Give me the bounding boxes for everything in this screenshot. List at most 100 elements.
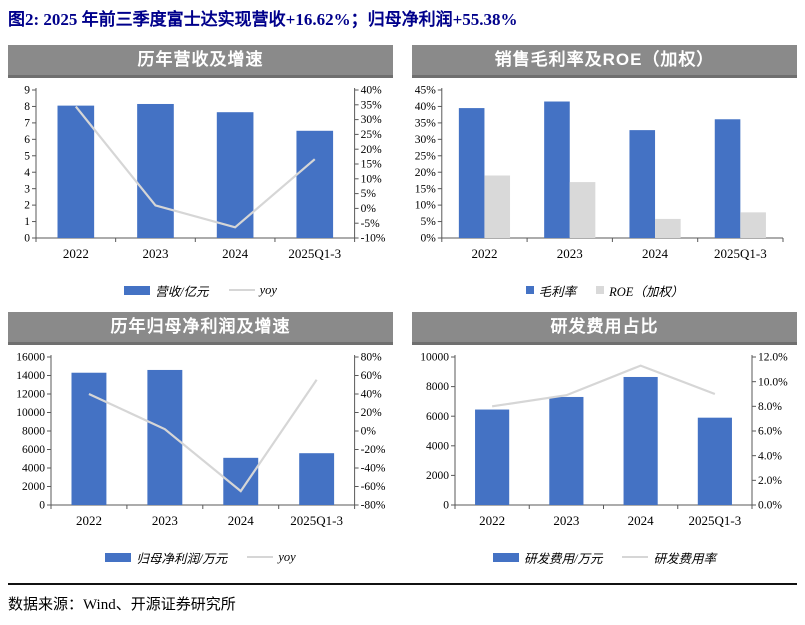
left-tick-label: 8 [24, 101, 30, 113]
left-tick-label: 1 [24, 216, 30, 228]
legend-bar-swatch [596, 286, 605, 294]
left-tick-label: 12000 [16, 389, 45, 401]
left-tick-label: 0 [39, 500, 45, 512]
right-tick-label: 0% [361, 203, 377, 215]
legend-line-swatch [622, 556, 649, 558]
left-tick-label: 35% [415, 117, 437, 129]
category-label: 2023 [142, 246, 168, 261]
left-tick-label: 4000 [22, 463, 45, 475]
right-tick-label: 10% [361, 173, 383, 185]
bar [475, 409, 510, 505]
category-label: 2022 [76, 513, 102, 528]
legend-bar-swatch [493, 552, 519, 562]
right-tick-label: 2.0% [758, 475, 782, 487]
left-tick-label: 0 [24, 233, 30, 245]
legend-item: ROE（加权） [596, 281, 683, 300]
right-tick-label: -80% [361, 500, 386, 512]
left-tick-label: 14000 [16, 370, 45, 382]
right-tick-label: 60% [361, 370, 383, 382]
bar [714, 119, 741, 238]
legend-label: 研发费用/万元 [524, 551, 603, 566]
figure-title: 图2: 2025 年前三季度富士达实现营收+16.62%；归母净利润+55.38… [8, 10, 518, 29]
trend-line [491, 364, 716, 408]
right-tick-label: 40% [361, 85, 383, 97]
legend-bar-swatch [525, 286, 534, 294]
left-tick-label: 40% [415, 101, 437, 113]
category-label: 2023 [557, 246, 583, 261]
left-tick-label: 9 [24, 85, 30, 97]
left-tick-label: 2 [24, 200, 30, 212]
left-tick-label: 16000 [16, 352, 45, 364]
legend-item: 归母净利润/万元 [105, 548, 227, 567]
category-label: 2024 [228, 513, 255, 528]
category-label: 2025Q1-3 [288, 246, 341, 261]
right-tick-label: 10.0% [758, 376, 788, 388]
bar [147, 369, 183, 505]
chart-grid: 历年营收及增速 0 1 2 3 4 5 6 7 8 9 -10% -5% 0% 5% 10% 15% 20% 25… [8, 45, 797, 567]
bar [549, 396, 584, 505]
left-tick-label: 0 [443, 500, 449, 512]
bar [740, 212, 766, 238]
left-tick-label: 2000 [22, 481, 45, 493]
right-tick-label: 12.0% [758, 352, 788, 364]
category-label: 2022 [471, 246, 497, 261]
legend-label: 研发费用率 [653, 551, 716, 566]
right-tick-label: -60% [361, 481, 386, 493]
legend-item: 研发费用/万元 [493, 548, 602, 567]
legend-label: 归母净利润/万元 [136, 551, 228, 566]
right-tick-label: 20% [361, 407, 383, 419]
legend-label: 毛利率 [538, 284, 577, 299]
data-source: 数据来源：Wind、开源证券研究所 [8, 583, 797, 614]
left-tick-label: 10000 [420, 352, 449, 364]
category-label: 2024 [642, 246, 669, 261]
panel-title-margin-roe: 销售毛利率及ROE（加权） [412, 45, 797, 78]
right-tick-label: 30% [361, 114, 383, 126]
right-tick-label: 8.0% [758, 401, 782, 413]
category-label: 2022 [63, 246, 89, 261]
right-tick-label: -5% [361, 218, 381, 230]
category-label: 2022 [479, 513, 505, 528]
left-tick-label: 15% [415, 183, 437, 195]
margin-roe-chart: 0% 5% 10% 15% 20% 25% 30% 35% 40% 45% 2022 2023 2024… [415, 85, 784, 261]
rd-expense-chart-legend: 研发费用/万元 研发费用率 [412, 547, 797, 567]
legend-line-swatch [228, 289, 255, 291]
bar [458, 108, 485, 238]
legend-item: yoy [247, 550, 296, 565]
panel-net-profit: 历年归母净利润及增速 0 2000 4000 6000 8000 10000 12000 14… [8, 312, 393, 567]
right-tick-label: 40% [361, 389, 383, 401]
legend-bar-swatch [124, 285, 151, 295]
bar [569, 182, 596, 238]
bar [216, 112, 254, 238]
bar [299, 453, 335, 505]
left-tick-label: 5 [24, 150, 30, 162]
right-tick-label: 6.0% [758, 426, 782, 438]
right-tick-label: 5% [361, 188, 377, 200]
net-profit-chart-legend: 归母净利润/万元 yoy [8, 547, 393, 567]
left-tick-label: 10000 [16, 407, 45, 419]
left-tick-label: 20% [415, 167, 437, 179]
bar [697, 417, 732, 505]
bar [623, 376, 658, 505]
right-tick-label: 35% [361, 99, 383, 111]
rd-expense-ratio-chart: 0 2000 4000 6000 8000 10000 0.0% 2.0% 4.0% 6.0% 8.… [420, 352, 788, 528]
legend-line-swatch [247, 556, 274, 558]
category-label: 2023 [553, 513, 579, 528]
category-label: 2025Q1-3 [290, 513, 343, 528]
bar [544, 101, 570, 238]
panel-revenue: 历年营收及增速 0 1 2 3 4 5 6 7 8 9 -10% -5% 0% 5% 10% 15% 20% 25… [8, 45, 393, 300]
category-label: 2024 [222, 246, 249, 261]
left-tick-label: 7 [24, 117, 30, 129]
left-tick-label: 45% [415, 85, 437, 97]
right-tick-label: -40% [361, 463, 386, 475]
panel-title-net-profit: 历年归母净利润及增速 [8, 312, 393, 345]
right-tick-label: -10% [361, 233, 386, 245]
bar [629, 130, 656, 238]
right-tick-label: 15% [361, 159, 383, 171]
bar [296, 130, 334, 238]
legend-item: 毛利率 [525, 281, 577, 300]
left-tick-label: 30% [415, 134, 437, 146]
trend-line [74, 105, 316, 229]
panel-title-revenue: 历年营收及增速 [8, 45, 393, 78]
category-label: 2024 [628, 513, 655, 528]
legend-label: yoy [259, 282, 277, 297]
